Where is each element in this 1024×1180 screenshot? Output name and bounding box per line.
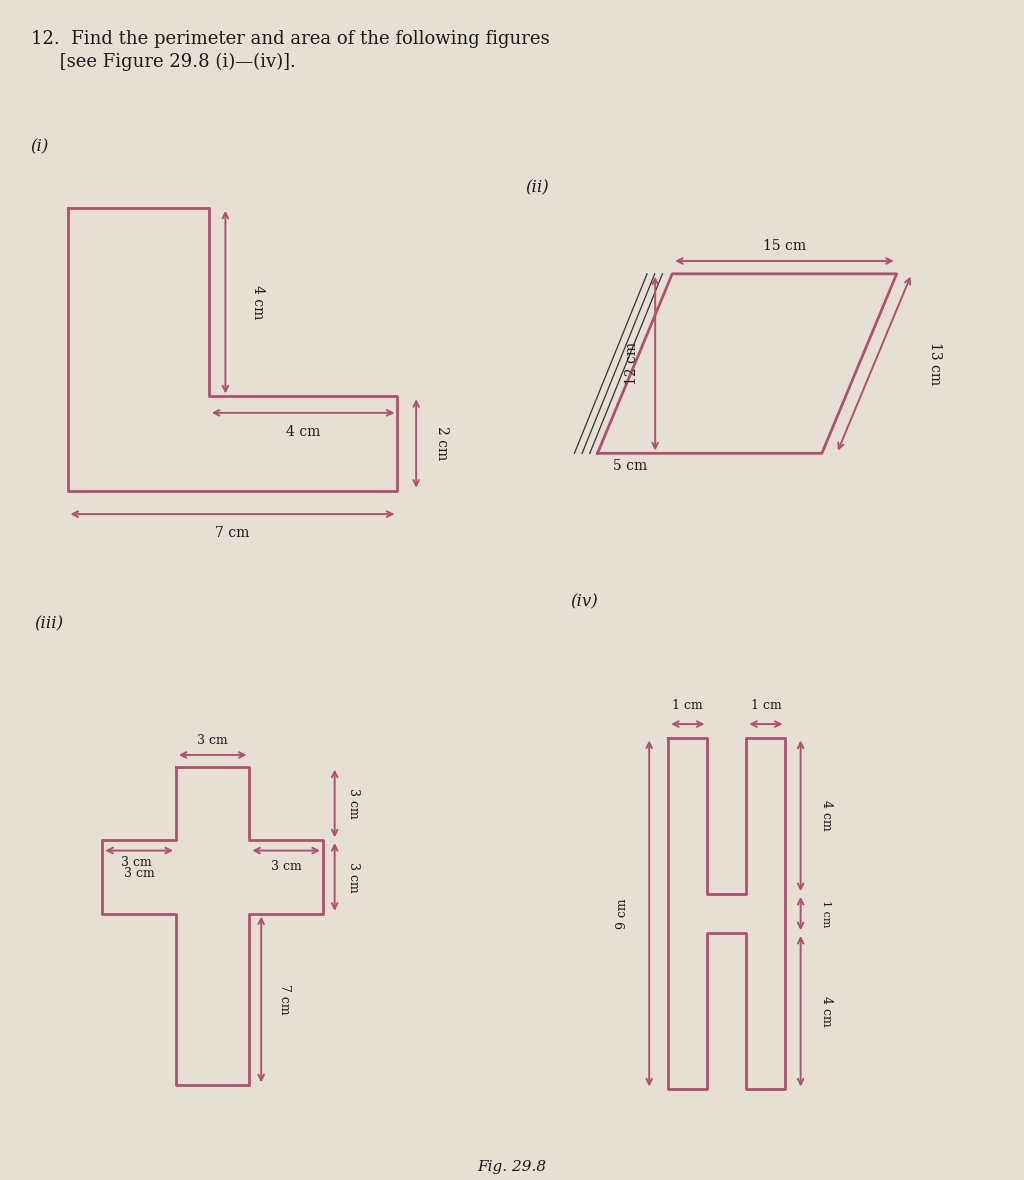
Text: (iv): (iv) <box>570 594 598 610</box>
Text: 5 cm: 5 cm <box>613 459 648 473</box>
Text: (ii): (ii) <box>525 179 549 197</box>
Text: 7 cm: 7 cm <box>215 526 250 540</box>
Text: (i): (i) <box>30 138 48 156</box>
Text: 2 cm: 2 cm <box>435 426 450 460</box>
Text: 15 cm: 15 cm <box>763 240 806 253</box>
Text: 1 cm: 1 cm <box>673 699 703 712</box>
Text: 12.  Find the perimeter and area of the following figures: 12. Find the perimeter and area of the f… <box>31 30 549 47</box>
Text: 3 cm: 3 cm <box>124 867 155 880</box>
Text: 4 cm: 4 cm <box>819 800 833 831</box>
Text: 1 cm: 1 cm <box>821 900 831 927</box>
Text: Fig. 29.8: Fig. 29.8 <box>477 1160 547 1174</box>
Text: [see Figure 29.8 (i)—(iv)].: [see Figure 29.8 (i)—(iv)]. <box>31 53 296 71</box>
Text: 12 cm: 12 cm <box>625 342 639 385</box>
Text: 4 cm: 4 cm <box>286 425 321 439</box>
Text: 3 cm: 3 cm <box>122 857 153 870</box>
Text: 9 cm: 9 cm <box>615 898 629 929</box>
Text: 1 cm: 1 cm <box>751 699 781 712</box>
Text: 3 cm: 3 cm <box>347 861 360 892</box>
Text: (iii): (iii) <box>35 615 63 632</box>
Text: 3 cm: 3 cm <box>347 788 360 819</box>
Text: 7 cm: 7 cm <box>279 984 291 1015</box>
Text: 4 cm: 4 cm <box>819 996 833 1027</box>
Text: 3 cm: 3 cm <box>198 734 228 747</box>
Text: 4 cm: 4 cm <box>251 286 265 320</box>
Text: 13 cm: 13 cm <box>928 342 942 385</box>
Text: 3 cm: 3 cm <box>270 859 301 873</box>
